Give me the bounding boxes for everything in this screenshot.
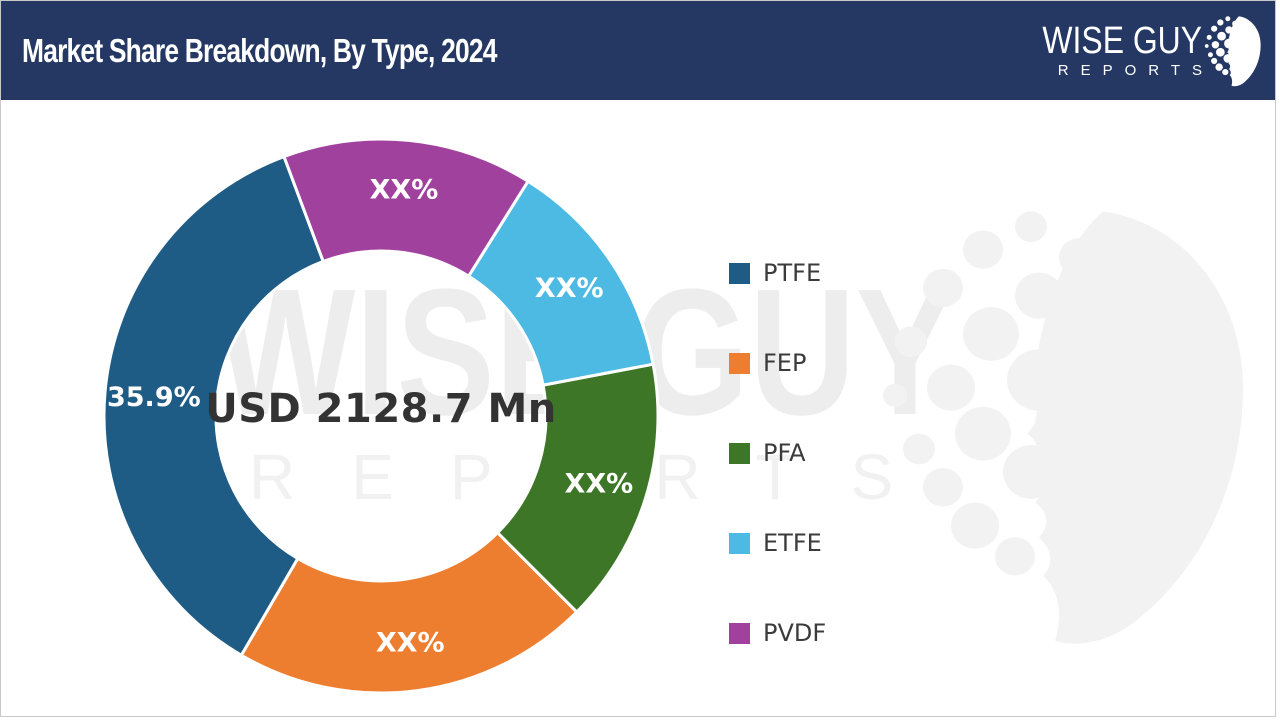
legend-item-pvdf: PVDF bbox=[729, 607, 826, 659]
logo-subtitle: REPORTS bbox=[1057, 61, 1214, 79]
header-bar: Market Share Breakdown, By Type, 2024 WI… bbox=[1, 1, 1275, 100]
watermark-face-dots-icon bbox=[883, 211, 1243, 644]
logo-face-icon bbox=[1204, 15, 1261, 86]
donut-segment-fep bbox=[239, 531, 579, 695]
wise-guy-logo: WISE GUY REPORTS bbox=[1012, 1, 1265, 100]
legend-item-ptfe: PTFE bbox=[729, 247, 826, 299]
legend-swatch-pvdf bbox=[729, 622, 750, 644]
page-title: Market Share Breakdown, By Type, 2024 bbox=[22, 32, 497, 69]
legend-label-fep: FEP bbox=[763, 349, 807, 377]
legend-item-fep: FEP bbox=[729, 337, 826, 389]
legend-label-etfe: ETFE bbox=[763, 529, 822, 557]
legend-swatch-pfa bbox=[729, 442, 750, 464]
logo-title: WISE GUY bbox=[1042, 20, 1202, 63]
donut-chart: 35.9% XX% XX% XX% XX% bbox=[102, 137, 660, 695]
legend-swatch-fep bbox=[729, 352, 750, 374]
segment-value-label-pvdf: XX% bbox=[370, 175, 439, 206]
chart-center-total: USD 2128.7 Mn bbox=[205, 386, 557, 432]
donut-segment-pvdf bbox=[282, 137, 530, 278]
legend-label-pvdf: PVDF bbox=[763, 619, 827, 647]
legend-swatch-etfe bbox=[729, 532, 750, 554]
segment-value-label-ptfe: 35.9% bbox=[107, 382, 201, 413]
legend-item-etfe: ETFE bbox=[729, 517, 826, 569]
segment-value-label-fep: XX% bbox=[376, 628, 445, 659]
segment-value-label-pfa: XX% bbox=[565, 469, 634, 500]
legend: PTFE FEP PFA ETFE PVDF bbox=[729, 247, 826, 697]
logo-wordmark: WISE GUY REPORTS bbox=[1012, 20, 1202, 79]
donut-segment-ptfe bbox=[102, 155, 325, 657]
legend-label-ptfe: PTFE bbox=[763, 259, 822, 287]
legend-swatch-ptfe bbox=[729, 262, 750, 284]
segment-value-label-etfe: XX% bbox=[535, 273, 604, 304]
legend-label-pfa: PFA bbox=[763, 439, 806, 467]
legend-item-pfa: PFA bbox=[729, 427, 826, 479]
